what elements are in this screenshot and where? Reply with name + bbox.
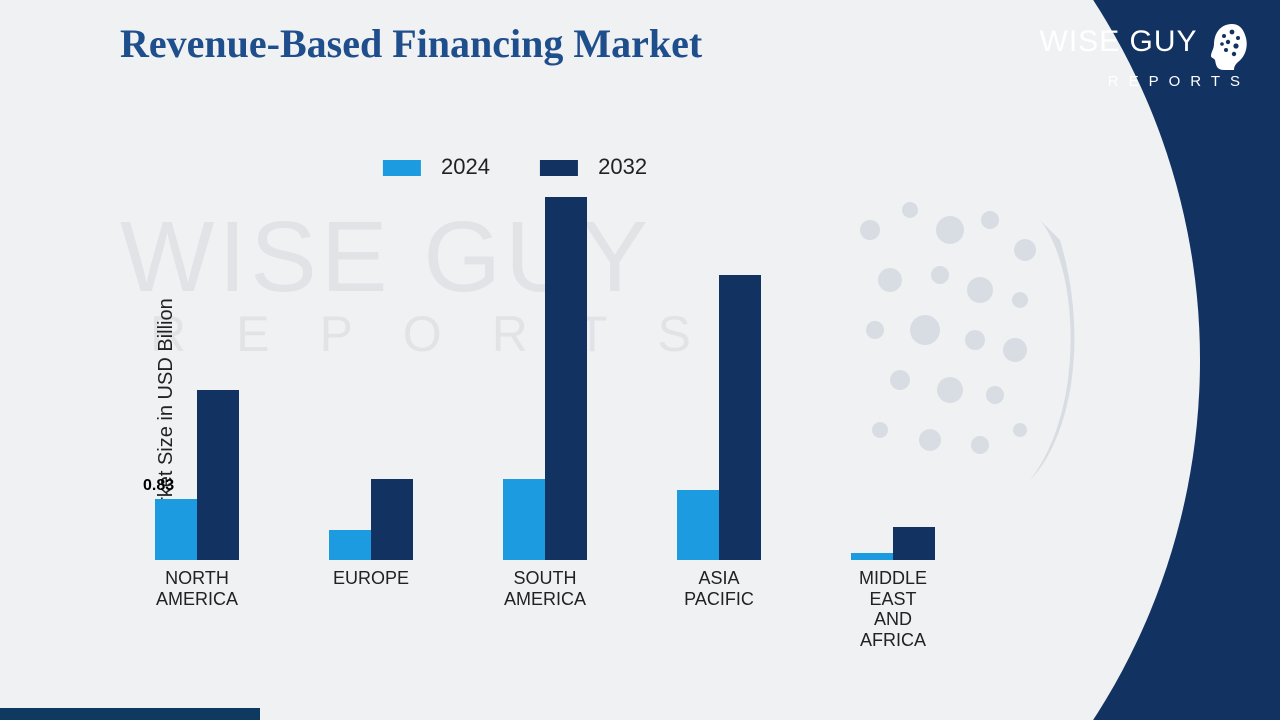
bar-2032: [719, 275, 761, 560]
brand-logo: WISE GUY REPORTS: [1040, 22, 1252, 89]
bar-group: [485, 190, 605, 560]
bar-group: [833, 190, 953, 560]
bar-2032: [197, 390, 239, 560]
legend-label-2024: 2024: [441, 154, 490, 179]
chart: Market Size in USD Billion 2024 2032 0.8…: [50, 150, 980, 680]
legend-item-2032: 2032: [540, 154, 647, 180]
x-axis-label: NORTHAMERICA: [137, 562, 257, 680]
bar-group: [659, 190, 779, 560]
brand-name: WISE GUY: [1040, 25, 1198, 58]
legend: 2024 2032: [383, 154, 647, 180]
x-axis-labels: NORTHAMERICA EUROPE SOUTHAMERICA ASIAPACIFI…: [110, 562, 980, 680]
page-title: Revenue-Based Financing Market: [120, 20, 702, 67]
bar-2032: [545, 197, 587, 560]
bar-value-label: 0.83: [143, 477, 174, 495]
bar-2024: [503, 479, 545, 560]
x-axis-label: MIDDLEEASTANDAFRICA: [833, 562, 953, 680]
x-axis-label: EUROPE: [311, 562, 431, 680]
bar-2024: [329, 530, 371, 560]
bar-group: 0.83: [137, 190, 257, 560]
head-silhouette-icon: [1208, 22, 1252, 72]
bar-2032: [893, 527, 935, 560]
canvas: WISE GUY REPORTS Revenue-Based Financing…: [0, 0, 1280, 720]
x-axis-label: SOUTHAMERICA: [485, 562, 605, 680]
bar-2024: [155, 499, 197, 560]
accent-bar: [0, 708, 260, 720]
bar-2032: [371, 479, 413, 560]
brand-sub: REPORTS: [1040, 74, 1252, 89]
bar-group: [311, 190, 431, 560]
legend-swatch-2024: [383, 160, 421, 176]
legend-label-2032: 2032: [598, 154, 647, 179]
plot-area: 0.83: [110, 190, 980, 560]
bar-groups: 0.83: [110, 190, 980, 560]
bar-2024: [677, 490, 719, 560]
x-axis-label: ASIAPACIFIC: [659, 562, 779, 680]
legend-swatch-2032: [540, 160, 578, 176]
legend-item-2024: 2024: [383, 154, 490, 180]
bar-2024: [851, 553, 893, 560]
